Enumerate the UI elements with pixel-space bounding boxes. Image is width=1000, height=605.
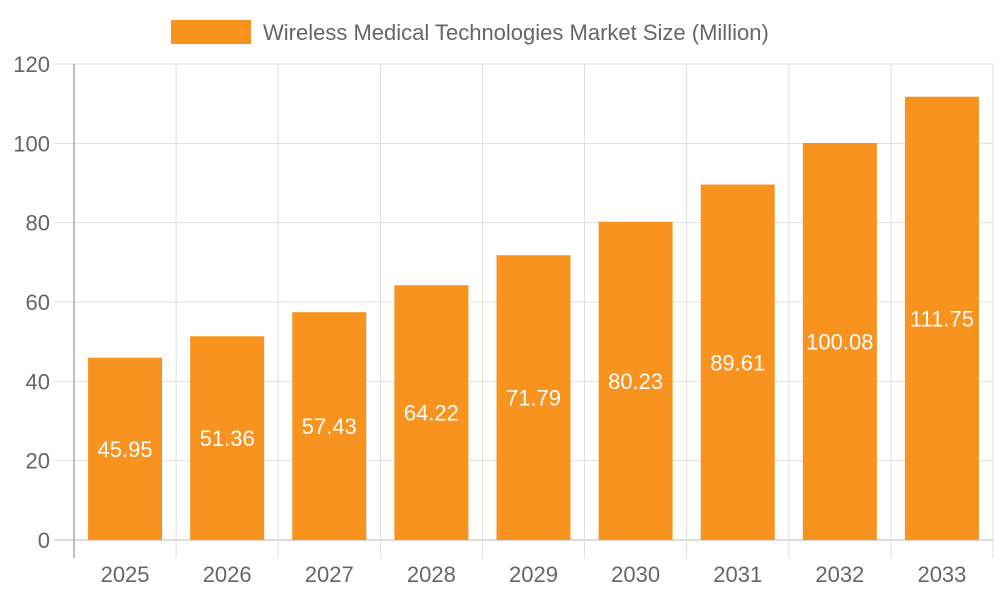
y-tick-label: 0: [38, 528, 50, 553]
bar-2030: [598, 221, 673, 540]
y-tick-label: 40: [26, 369, 50, 394]
y-tick-label: 120: [13, 52, 50, 77]
data-label: 45.95: [98, 437, 153, 462]
data-label: 71.79: [506, 386, 561, 411]
x-tick-label: 2027: [305, 562, 354, 587]
x-tick-label: 2025: [101, 562, 150, 587]
x-tick-label: 2029: [509, 562, 558, 587]
bar-2028: [394, 285, 469, 540]
y-tick-label: 60: [26, 290, 50, 315]
x-tick-label: 2030: [611, 562, 660, 587]
x-tick-label: 2028: [407, 562, 456, 587]
data-label: 89.61: [710, 350, 765, 375]
data-label: 57.43: [302, 414, 357, 439]
legend[interactable]: Wireless Medical Technologies Market Siz…: [171, 20, 769, 45]
x-tick-label: 2026: [203, 562, 252, 587]
x-tick-label: 2032: [815, 562, 864, 587]
bar-2026: [190, 336, 265, 540]
bar-2029: [496, 255, 571, 540]
bar-2032: [802, 143, 877, 541]
bar-2025: [88, 357, 163, 540]
x-tick-label: 2031: [713, 562, 762, 587]
y-tick-label: 80: [26, 211, 50, 236]
data-label: 80.23: [608, 369, 663, 394]
x-tick-label: 2033: [917, 562, 966, 587]
y-tick-label: 100: [13, 131, 50, 156]
y-tick-label: 20: [26, 449, 50, 474]
bar-2027: [292, 312, 367, 540]
legend-label: Wireless Medical Technologies Market Siz…: [263, 20, 769, 45]
data-label: 51.36: [200, 426, 255, 451]
data-label: 64.22: [404, 401, 459, 426]
legend-swatch: [171, 20, 251, 44]
data-label: 100.08: [806, 330, 873, 355]
bar-2031: [700, 184, 775, 540]
bar-2033: [904, 96, 979, 540]
data-label: 111.75: [910, 306, 974, 331]
